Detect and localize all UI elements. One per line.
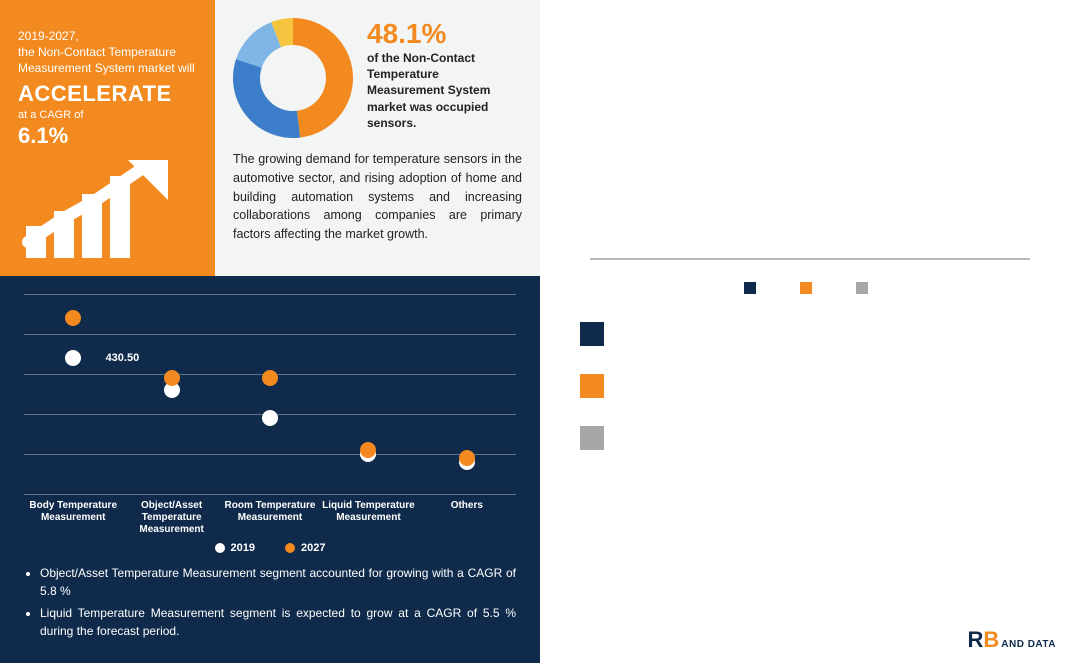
- gridline: [24, 294, 516, 295]
- scatter-x-categories: Body Temperature MeasurementObject/Asset…: [24, 500, 516, 536]
- period-line: 2019-2027,: [18, 28, 197, 44]
- brand-rest: AND DATA: [1001, 639, 1056, 650]
- scatter-panel: 430.50 Body Temperature MeasurementObjec…: [0, 276, 540, 663]
- gridline: [24, 454, 516, 455]
- scatter-area: 430.50: [24, 294, 516, 494]
- right-bullet-item: [580, 372, 1050, 398]
- bullet-square-icon: [580, 374, 604, 398]
- bullet-square-icon: [580, 426, 604, 450]
- cagr-value: 6.1%: [18, 123, 197, 149]
- brand-R: R: [967, 627, 983, 653]
- bar-chart-groups: [590, 30, 1030, 258]
- donut-row: 48.1% of the Non-Contact Temperature Mea…: [233, 18, 522, 138]
- growth-arrow-icon: [18, 156, 178, 266]
- legend-dot-icon: [285, 543, 295, 553]
- legend-dot-icon: [215, 543, 225, 553]
- legend-square-icon: [800, 282, 812, 294]
- scatter-point: [262, 370, 278, 386]
- donut-chart: [233, 18, 353, 138]
- brand-logo: R B AND DATA: [967, 627, 1056, 653]
- donut-slice: [293, 18, 353, 138]
- legend-label: 2027: [301, 542, 325, 554]
- bar-legend-item: [856, 282, 876, 294]
- scatter-legend: 2019 2027: [24, 542, 516, 554]
- bar-chart: [590, 30, 1030, 260]
- scatter-legend-item: 2027: [285, 542, 325, 554]
- top-row: 2019-2027, the Non-Contact Temperature M…: [0, 0, 540, 276]
- bar-legend-item: [744, 282, 764, 294]
- scatter-point: [65, 310, 81, 326]
- scatter-legend-item: 2019: [215, 542, 255, 554]
- bar-chart-axis: [590, 258, 1030, 260]
- donut-sub: of the Non-Contact Temperature Measureme…: [367, 50, 517, 131]
- scatter-bullet: Liquid Temperature Measurement segment i…: [40, 604, 516, 640]
- donut-column: 48.1% of the Non-Contact Temperature Mea…: [215, 0, 540, 276]
- scatter-point: [65, 350, 81, 366]
- legend-square-icon: [744, 282, 756, 294]
- scatter-bullets: Object/Asset Temperature Measurement seg…: [24, 564, 516, 644]
- scatter-point: [164, 370, 180, 386]
- brand-B: B: [983, 627, 999, 653]
- cagr-highlight-box: 2019-2027, the Non-Contact Temperature M…: [0, 0, 215, 276]
- cagr-prefix: at a CAGR of: [18, 109, 197, 121]
- gridline: [24, 494, 516, 495]
- donut-text: 48.1% of the Non-Contact Temperature Mea…: [367, 18, 517, 131]
- scatter-category: Liquid Temperature Measurement: [319, 500, 417, 536]
- donut-body-text: The growing demand for temperature senso…: [233, 150, 522, 244]
- scatter-point: [262, 410, 278, 426]
- scatter-category: Room Temperature Measurement: [221, 500, 319, 536]
- bullet-square-icon: [580, 322, 604, 346]
- donut-slice: [233, 59, 300, 138]
- scatter-category: Object/Asset Temperature Measurement: [122, 500, 220, 536]
- right-bullets: [570, 320, 1050, 450]
- donut-percent: 48.1%: [367, 18, 517, 50]
- accelerate-word: ACCELERATE: [18, 81, 197, 107]
- left-column: 2019-2027, the Non-Contact Temperature M…: [0, 0, 540, 663]
- scatter-point-label: 430.50: [106, 352, 140, 364]
- gridline: [24, 334, 516, 335]
- right-bullet-item: [580, 320, 1050, 346]
- scatter-bullet: Object/Asset Temperature Measurement seg…: [40, 564, 516, 600]
- scatter-point: [459, 450, 475, 466]
- bar-legend-item: [800, 282, 820, 294]
- scatter-category: Body Temperature Measurement: [24, 500, 122, 536]
- bar-chart-legend: [570, 282, 1050, 294]
- legend-label: 2019: [231, 542, 255, 554]
- right-column: R B AND DATA: [540, 0, 1080, 663]
- legend-square-icon: [856, 282, 868, 294]
- scatter-category: Others: [418, 500, 516, 536]
- market-line: the Non-Contact Temperature Measurement …: [18, 44, 197, 76]
- right-bullet-item: [580, 424, 1050, 450]
- scatter-point: [360, 442, 376, 458]
